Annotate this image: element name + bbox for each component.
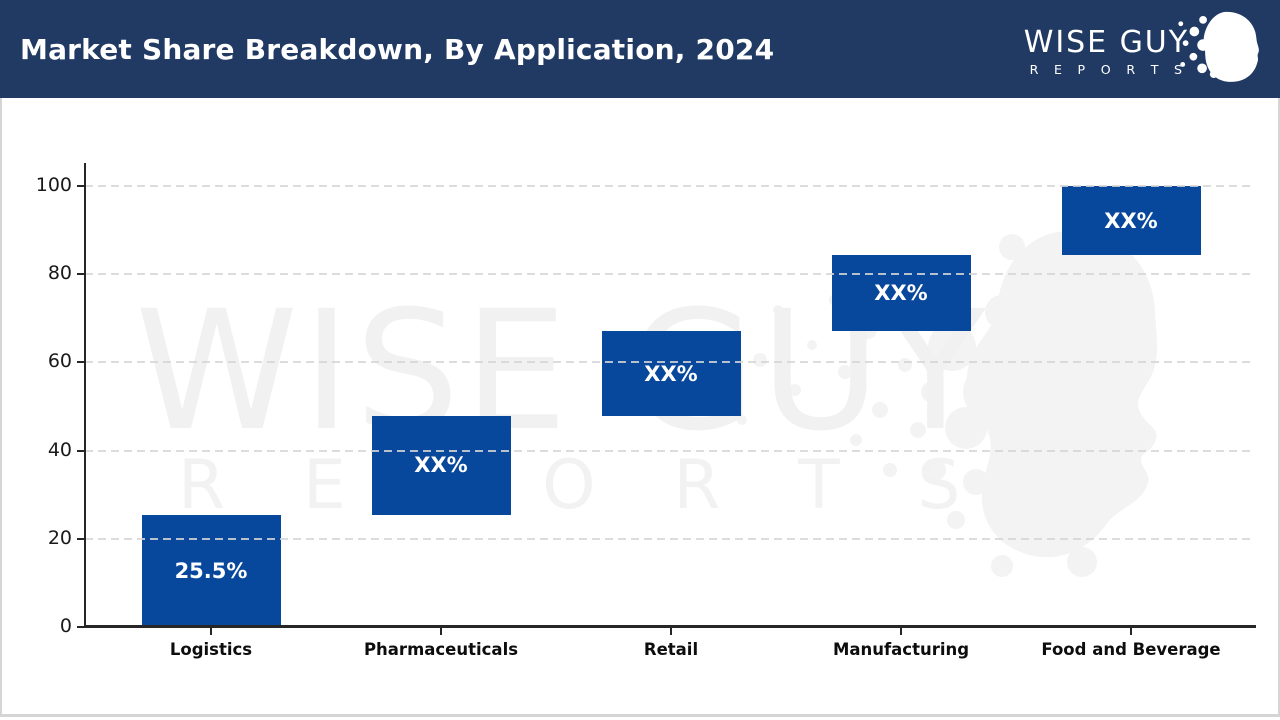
header-bar: Market Share Breakdown, By Application, … — [0, 0, 1280, 98]
gridline — [85, 185, 1255, 187]
x-tick — [210, 627, 212, 635]
page-border-bottom — [0, 714, 1280, 717]
bar — [1061, 186, 1201, 256]
page-border-right — [1278, 98, 1280, 717]
y-tick-label: 40 — [47, 438, 72, 461]
brand-face-icon — [1178, 11, 1259, 82]
bar — [601, 331, 741, 417]
y-tick — [77, 361, 85, 364]
bar-value-label: XX% — [644, 361, 698, 386]
y-tick-label: 100 — [35, 174, 72, 196]
gridline — [85, 537, 1255, 540]
watermark: WISE GUY R E P O R T S — [135, 230, 1158, 577]
x-tick — [670, 627, 672, 635]
watermark-face-icon — [737, 230, 1158, 577]
bar-value-label: XX% — [874, 281, 928, 306]
x-category-label: Logistics — [169, 640, 253, 659]
x-tick — [900, 627, 902, 635]
bar — [831, 255, 971, 332]
bar-value-label: 25.5% — [174, 558, 248, 583]
gridline — [85, 449, 1255, 452]
x-category-label: Manufacturing — [832, 640, 970, 659]
page-title: Market Share Breakdown, By Application, … — [20, 32, 775, 66]
y-tick-label: 60 — [47, 350, 72, 373]
brand-wordmark-secondary: R E P O R T S — [1030, 62, 1188, 77]
y-tick — [77, 626, 85, 628]
x-category-label: Food and Beverage — [1041, 640, 1221, 659]
brand-logo: WISE GUY R E P O R T S — [1016, 5, 1280, 93]
brand-wordmark-primary: WISE GUY — [1024, 25, 1189, 60]
y-tick — [77, 273, 85, 276]
y-tick — [77, 449, 85, 452]
bar-value-label: XX% — [414, 453, 468, 478]
x-category-label: Retail — [643, 640, 699, 659]
bar-value-label: XX% — [1104, 208, 1158, 233]
brand-logo-graphic: WISE GUY R E P O R T S — [1024, 11, 1259, 82]
watermark-wordmark-secondary: R E P O R T S — [178, 446, 988, 525]
y-tick — [77, 537, 85, 540]
y-tick — [77, 185, 85, 187]
y-tick-label: 80 — [47, 262, 72, 285]
y-tick-label: 0 — [59, 615, 72, 637]
gridline — [85, 361, 1255, 364]
bar — [371, 416, 511, 515]
x-axis-line — [84, 625, 1256, 628]
x-tick — [440, 627, 442, 635]
gridline — [85, 273, 1255, 276]
x-tick — [1130, 627, 1132, 635]
bar — [141, 514, 281, 627]
page-border-left — [0, 98, 2, 717]
y-axis-line — [84, 163, 86, 627]
y-tick-label: 20 — [47, 526, 72, 549]
x-category-label: Pharmaceuticals — [363, 640, 519, 659]
